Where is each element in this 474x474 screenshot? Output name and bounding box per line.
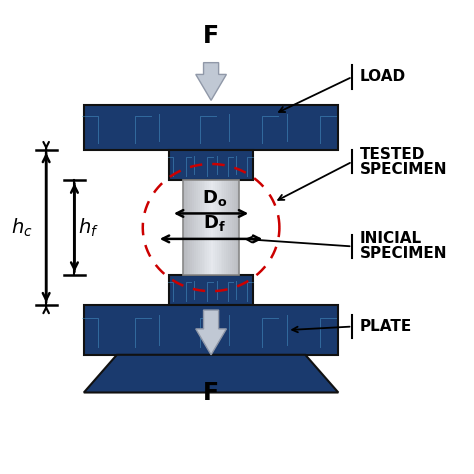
FancyArrow shape <box>196 310 227 355</box>
Bar <box>236 181 237 275</box>
Polygon shape <box>84 355 338 392</box>
Bar <box>211 181 213 275</box>
Bar <box>219 181 220 275</box>
Text: SPECIMEN: SPECIMEN <box>359 162 447 177</box>
Bar <box>224 181 226 275</box>
Bar <box>183 181 185 275</box>
Bar <box>215 181 217 275</box>
Bar <box>203 181 205 275</box>
Bar <box>183 181 239 275</box>
FancyArrow shape <box>196 63 227 100</box>
Text: TESTED: TESTED <box>359 146 425 162</box>
Bar <box>217 181 219 275</box>
Bar <box>185 181 187 275</box>
Bar <box>84 305 338 355</box>
Bar <box>207 181 209 275</box>
Bar <box>222 181 224 275</box>
Bar <box>232 181 234 275</box>
Bar <box>209 181 211 275</box>
Text: F: F <box>203 381 219 405</box>
Bar <box>205 181 207 275</box>
Bar <box>187 181 189 275</box>
Text: $\mathbf{D_o}$: $\mathbf{D_o}$ <box>202 188 228 208</box>
Text: $h_c$: $h_c$ <box>11 217 33 239</box>
Bar <box>189 181 191 275</box>
Bar <box>234 181 236 275</box>
Bar <box>228 181 230 275</box>
Bar <box>220 181 222 275</box>
Text: PLATE: PLATE <box>359 319 412 334</box>
Bar <box>237 181 239 275</box>
Text: LOAD: LOAD <box>359 69 406 84</box>
Text: $h_f$: $h_f$ <box>78 217 99 239</box>
Bar <box>196 181 198 275</box>
Text: F: F <box>203 24 219 47</box>
Text: SPECIMEN: SPECIMEN <box>359 246 447 262</box>
Bar <box>192 181 194 275</box>
Bar <box>201 181 203 275</box>
Bar <box>198 181 200 275</box>
Bar <box>200 181 201 275</box>
Bar <box>84 105 338 150</box>
Bar <box>194 181 196 275</box>
Bar <box>230 181 232 275</box>
Bar <box>226 181 228 275</box>
Text: $\mathbf{D_f}$: $\mathbf{D_f}$ <box>203 213 226 233</box>
Text: INICIAL: INICIAL <box>359 231 422 246</box>
Bar <box>191 181 192 275</box>
Bar <box>169 150 254 181</box>
Bar <box>213 181 215 275</box>
Bar <box>169 275 254 305</box>
